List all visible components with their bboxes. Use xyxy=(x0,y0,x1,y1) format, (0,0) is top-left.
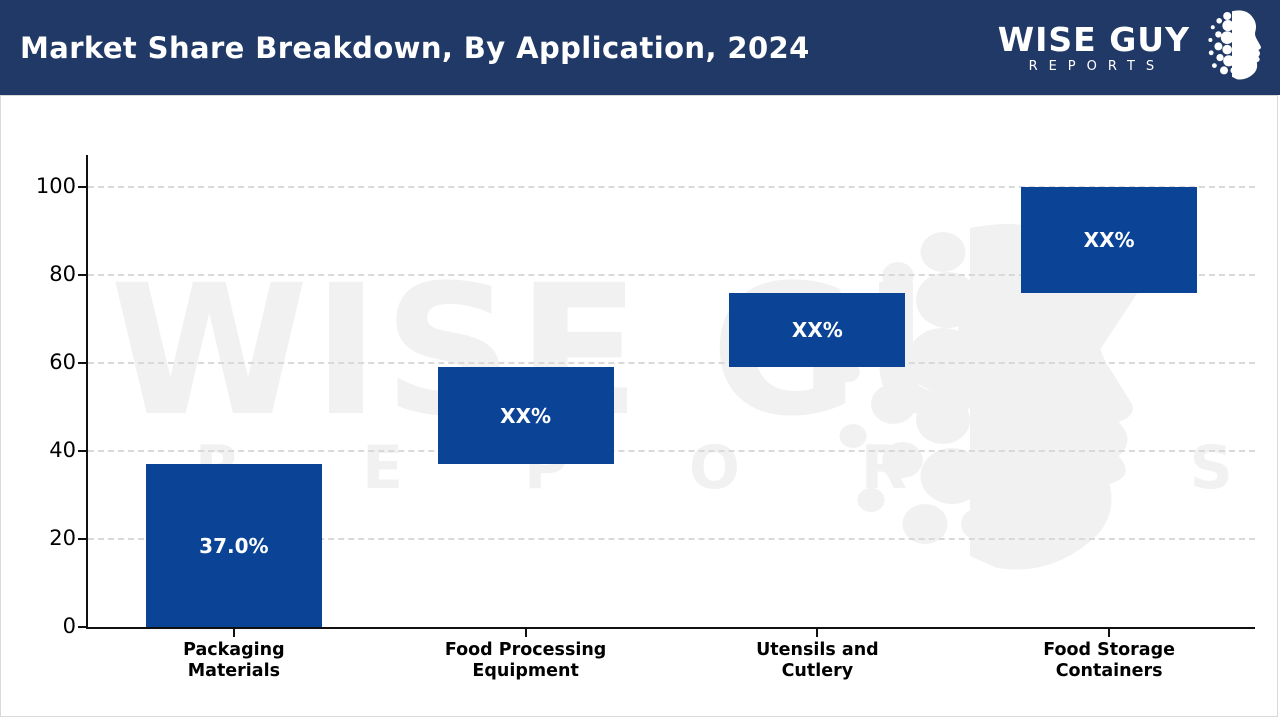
y-tick-label: 0 xyxy=(62,614,76,638)
chart-title: Market Share Breakdown, By Application, … xyxy=(20,30,810,65)
logo-wordmark: WISE GUY xyxy=(997,20,1190,59)
bar-segment: XX% xyxy=(1021,187,1198,293)
y-tick-mark xyxy=(78,274,87,276)
category-label-line: Materials xyxy=(187,661,281,681)
category-label-line: Food Storage xyxy=(1043,640,1175,660)
gridline xyxy=(88,362,1255,364)
y-tick-mark xyxy=(78,186,87,188)
x-tick-mark xyxy=(1108,629,1111,637)
header: Market Share Breakdown, By Application, … xyxy=(0,0,1280,95)
bar-value-label: 37.0% xyxy=(199,533,269,558)
category-label-line: Containers xyxy=(1055,661,1163,681)
logo-subtitle: REPORTS xyxy=(1028,59,1166,74)
y-tick-label: 40 xyxy=(49,438,76,462)
y-tick-label: 80 xyxy=(49,262,76,286)
bar-segment: XX% xyxy=(729,292,906,368)
bar-value-label: XX% xyxy=(791,317,843,342)
x-tick-mark xyxy=(816,629,819,637)
y-tick-label: 20 xyxy=(49,526,76,550)
y-tick-mark xyxy=(78,450,87,452)
category-label: Utensils and Cutlery xyxy=(687,640,947,682)
y-axis-line xyxy=(86,155,88,629)
gridline xyxy=(88,274,1255,276)
gridline xyxy=(88,450,1255,452)
x-tick-mark xyxy=(524,629,527,637)
bar-segment: XX% xyxy=(437,367,614,465)
category-label-line: Cutlery xyxy=(781,661,854,681)
category-label-line: Packaging xyxy=(183,640,285,660)
dotted-head-icon xyxy=(1192,7,1272,89)
bar-segment: 37.0% xyxy=(145,464,322,627)
y-tick-mark xyxy=(78,362,87,364)
y-tick-mark xyxy=(78,626,87,628)
category-label: Packaging Materials xyxy=(104,640,364,682)
gridline xyxy=(88,538,1255,540)
bar-value-label: XX% xyxy=(1083,227,1135,252)
y-tick-label: 60 xyxy=(49,350,76,374)
category-label-line: Food Processing xyxy=(444,640,607,660)
bar-value-label: XX% xyxy=(500,403,552,428)
category-label: Food Processing Equipment xyxy=(396,640,656,682)
y-tick-label: 100 xyxy=(35,174,76,198)
x-axis-line xyxy=(86,627,1255,629)
x-tick-mark xyxy=(232,629,235,637)
category-label: Food Storage Containers xyxy=(979,640,1239,682)
category-label-line: Equipment xyxy=(472,661,579,681)
wise-guy-reports-logo: WISE GUY REPORTS xyxy=(998,4,1272,92)
gridline xyxy=(88,186,1255,188)
y-tick-mark xyxy=(78,538,87,540)
category-label-line: Utensils and xyxy=(756,640,879,660)
logo-text: WISE GUY REPORTS xyxy=(997,20,1190,75)
